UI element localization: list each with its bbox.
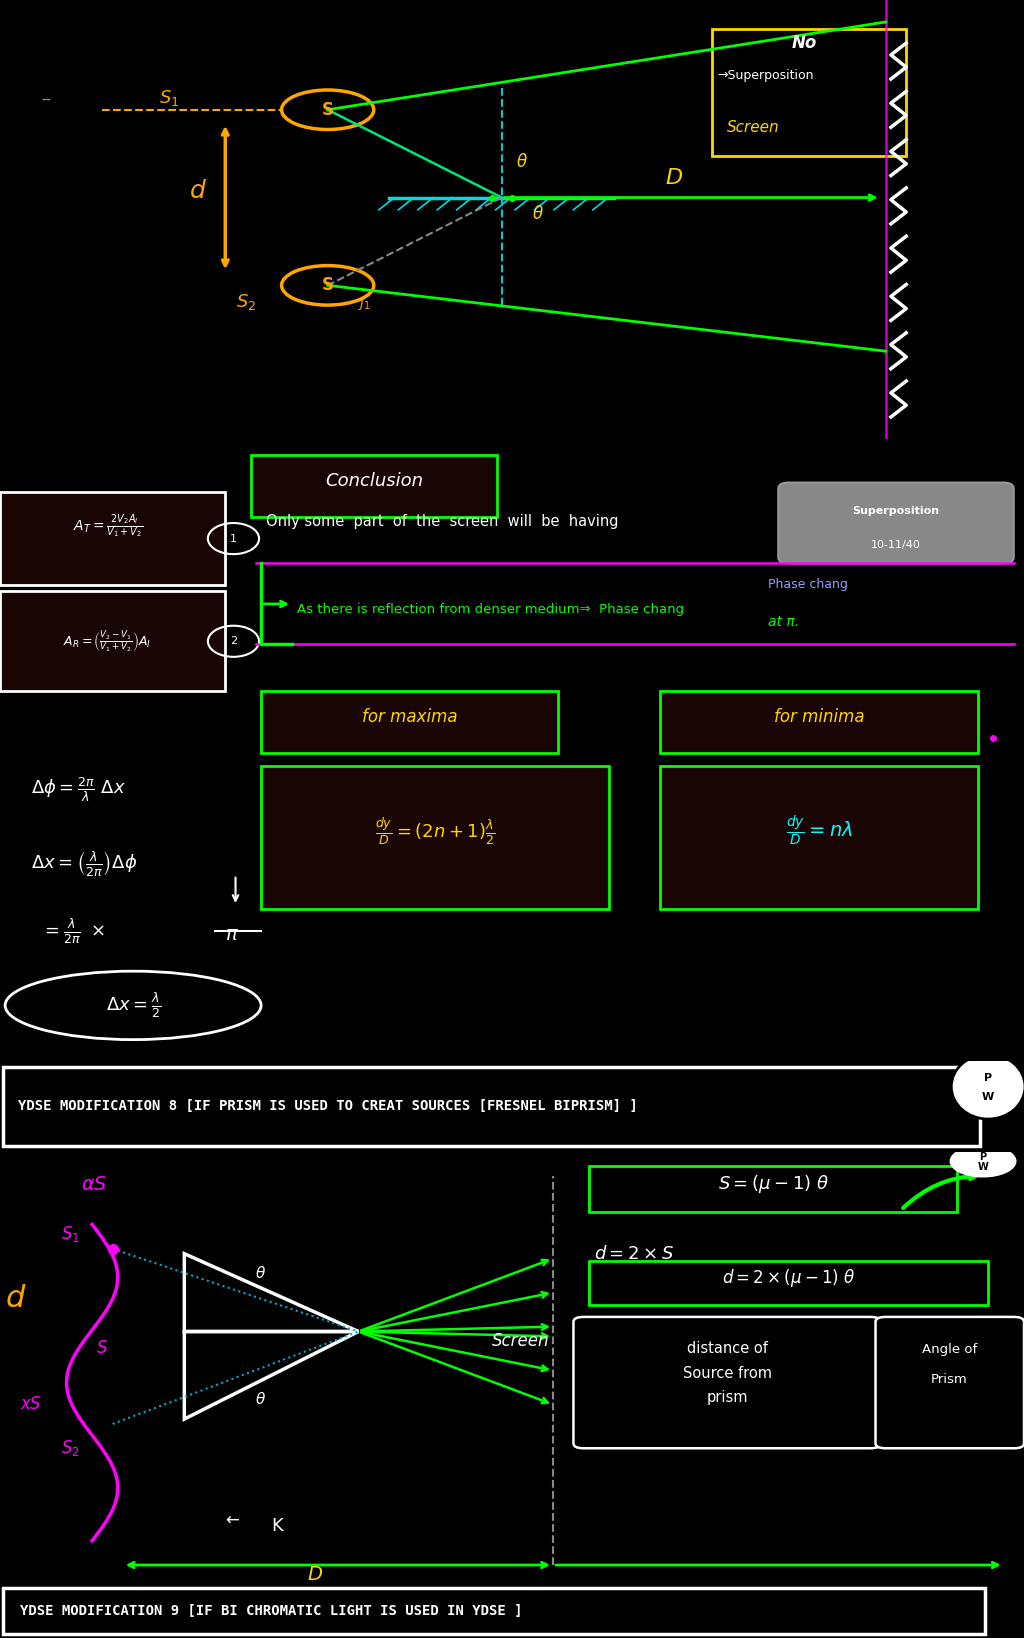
FancyBboxPatch shape (3, 1589, 985, 1635)
FancyBboxPatch shape (0, 491, 225, 585)
FancyBboxPatch shape (0, 591, 225, 691)
Text: K: K (271, 1517, 283, 1535)
FancyBboxPatch shape (251, 455, 497, 516)
Text: $\Delta x = \left(\frac{\lambda}{2\pi}\right)\Delta\phi$: $\Delta x = \left(\frac{\lambda}{2\pi}\r… (31, 848, 137, 878)
Text: $\Delta x = \frac{\lambda}{2}$: $\Delta x = \frac{\lambda}{2}$ (105, 991, 161, 1020)
Text: d: d (5, 1284, 25, 1314)
Text: Angle of: Angle of (922, 1343, 977, 1356)
Text: θ: θ (256, 1266, 265, 1281)
Text: $S_1$: $S_1$ (61, 1224, 80, 1245)
Circle shape (952, 1055, 1024, 1119)
Text: 1: 1 (230, 534, 237, 544)
Text: $\pi$: $\pi$ (225, 925, 240, 943)
Text: P: P (984, 1073, 992, 1083)
FancyBboxPatch shape (778, 483, 1014, 563)
FancyBboxPatch shape (589, 1261, 988, 1305)
FancyBboxPatch shape (573, 1317, 881, 1448)
FancyBboxPatch shape (660, 691, 978, 753)
Text: Screen: Screen (727, 120, 779, 134)
Text: D: D (666, 169, 683, 188)
Text: θ: θ (532, 205, 543, 223)
Text: $j_1$: $j_1$ (358, 295, 371, 313)
Text: Prism: Prism (931, 1373, 968, 1386)
Text: 🔥: 🔥 (15, 1464, 44, 1512)
Text: $\Delta\phi = \frac{2\pi}{\lambda}\ \Delta x$: $\Delta\phi = \frac{2\pi}{\lambda}\ \Del… (31, 775, 126, 804)
Text: d: d (189, 179, 206, 203)
Text: W: W (982, 1093, 994, 1102)
Text: No: No (792, 34, 816, 52)
Text: $S_2$: $S_2$ (61, 1438, 80, 1458)
Text: 🔥: 🔥 (20, 388, 49, 436)
FancyBboxPatch shape (876, 1317, 1024, 1448)
Text: Source from: Source from (683, 1366, 771, 1381)
Text: xS: xS (20, 1396, 41, 1414)
Text: Conclusion: Conclusion (325, 472, 423, 490)
Text: $d = 2 \times (\mu-1)\ \theta$: $d = 2 \times (\mu-1)\ \theta$ (722, 1266, 855, 1289)
FancyBboxPatch shape (660, 765, 978, 909)
Text: S: S (322, 277, 334, 295)
Text: Screen: Screen (492, 1332, 549, 1350)
Text: S: S (97, 1340, 108, 1358)
FancyBboxPatch shape (3, 1066, 980, 1147)
Text: Phase chang: Phase chang (768, 578, 848, 591)
FancyBboxPatch shape (261, 691, 558, 753)
Text: As there is reflection from denser medium⇒  Phase chang: As there is reflection from denser mediu… (297, 603, 684, 616)
Text: $S_2$: $S_2$ (236, 292, 256, 313)
Text: D: D (307, 1564, 323, 1584)
Text: $d = 2 \times S$: $d = 2 \times S$ (594, 1245, 674, 1263)
FancyBboxPatch shape (712, 28, 906, 156)
Text: 2: 2 (230, 636, 237, 647)
FancyBboxPatch shape (589, 1166, 957, 1212)
Text: →Superposition: →Superposition (717, 69, 813, 82)
Text: $A_R = \left(\frac{V_2-V_1}{V_1+V_2}\right)A_I$: $A_R = \left(\frac{V_2-V_1}{V_1+V_2}\rig… (63, 629, 152, 654)
Text: θ: θ (517, 152, 527, 170)
Text: S: S (322, 102, 334, 118)
Text: for minima: for minima (774, 708, 864, 726)
Text: Only some  part  of  the  screen  will  be  having: Only some part of the screen will be hav… (266, 514, 618, 529)
Text: $S_1$: $S_1$ (159, 88, 179, 108)
Text: P: P (980, 1153, 986, 1163)
Text: YDSE MODIFICATION 9 [IF BI CHROMATIC LIGHT IS USED IN YDSE ]: YDSE MODIFICATION 9 [IF BI CHROMATIC LIG… (20, 1604, 523, 1618)
Text: $= \frac{\lambda}{2\pi}\ \times$: $= \frac{\lambda}{2\pi}\ \times$ (41, 917, 104, 947)
FancyBboxPatch shape (261, 765, 609, 909)
Text: ←: ← (225, 1512, 240, 1530)
Text: 10-11/40: 10-11/40 (871, 541, 921, 550)
Text: $\frac{dy}{D} = (2n+1)\frac{\lambda}{2}$: $\frac{dy}{D} = (2n+1)\frac{\lambda}{2}$ (375, 814, 496, 847)
Text: YDSE MODIFICATION 8 [IF PRISM IS USED TO CREAT SOURCES [FRESNEL BIPRISM] ]: YDSE MODIFICATION 8 [IF PRISM IS USED TO… (18, 1099, 638, 1114)
Text: $S = (\mu-1)\ \theta$: $S = (\mu-1)\ \theta$ (718, 1173, 828, 1196)
Text: $\frac{dy}{D} = n\lambda$: $\frac{dy}{D} = n\lambda$ (785, 814, 853, 847)
Text: distance of: distance of (687, 1342, 767, 1356)
Text: αS: αS (82, 1176, 108, 1194)
Text: W: W (978, 1161, 988, 1173)
Text: θ: θ (256, 1392, 265, 1407)
Text: for maxima: for maxima (361, 708, 458, 726)
Text: at π.: at π. (768, 614, 799, 629)
Text: Superposition: Superposition (852, 506, 940, 516)
Text: prism: prism (707, 1391, 748, 1405)
Text: --: -- (41, 95, 51, 108)
Text: $A_T = \frac{2V_2 A_I}{V_1+V_2}$: $A_T = \frac{2V_2 A_I}{V_1+V_2}$ (73, 513, 142, 541)
Circle shape (950, 1145, 1016, 1176)
